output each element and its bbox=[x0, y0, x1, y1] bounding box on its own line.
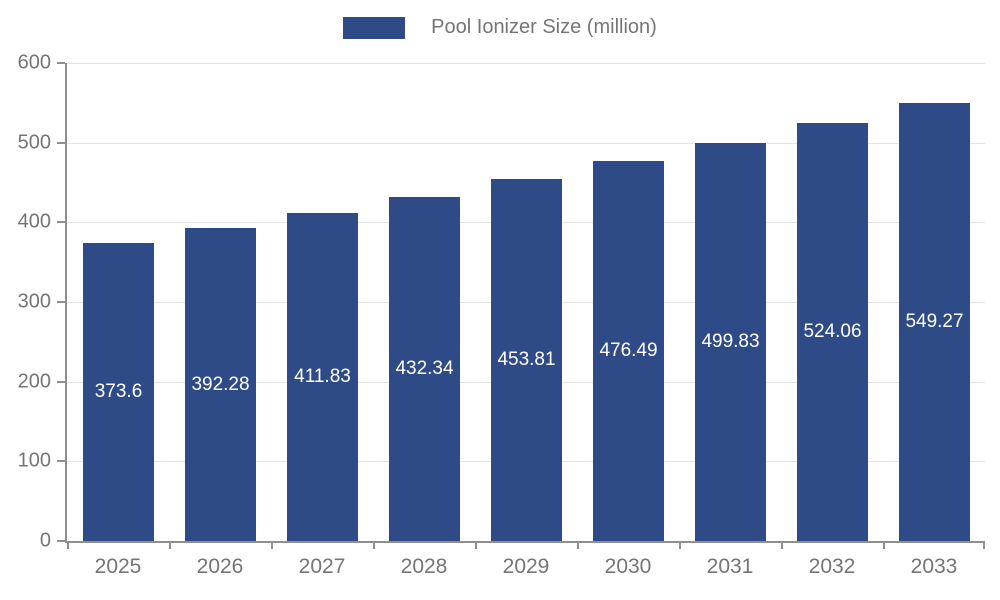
x-tick-label-2032: 2032 bbox=[808, 555, 856, 578]
bar-value-label-2030: 476.49 bbox=[599, 340, 658, 361]
bar-value-label-2032: 524.06 bbox=[803, 321, 862, 342]
y-tick-mark-400 bbox=[57, 221, 65, 224]
x-tick-label-2026: 2026 bbox=[196, 555, 244, 578]
bar-2030: 476.49 bbox=[593, 161, 664, 541]
gridline-500 bbox=[67, 142, 985, 144]
plot-area: 0 100 200 300 400 500 600 373.6 2025 392.28 2026 41… bbox=[18, 52, 985, 578]
x-tick-label-2028: 2028 bbox=[400, 555, 448, 578]
y-tick-mark-100 bbox=[57, 460, 65, 463]
y-tick-label-400: 400 bbox=[17, 210, 51, 233]
bar-2025: 373.6 bbox=[83, 243, 154, 541]
x-tick-mark-6 bbox=[679, 541, 681, 549]
bar-2029: 453.81 bbox=[491, 179, 562, 541]
y-tick-label-600: 600 bbox=[17, 51, 51, 74]
x-tick-mark-5 bbox=[577, 541, 579, 549]
x-tick-label-2027: 2027 bbox=[298, 555, 346, 578]
bar-value-label-2028: 432.34 bbox=[395, 358, 454, 379]
x-tick-mark-9 bbox=[983, 541, 985, 549]
bar-2027: 411.83 bbox=[287, 213, 358, 541]
bar-value-label-2033: 549.27 bbox=[905, 311, 964, 332]
x-tick-label-2031: 2031 bbox=[706, 555, 754, 578]
bar-2031: 499.83 bbox=[695, 143, 766, 541]
bar-value-label-2026: 392.28 bbox=[191, 373, 250, 395]
y-tick-mark-300 bbox=[57, 301, 65, 303]
bar-value-label-2031: 499.83 bbox=[701, 331, 760, 352]
y-tick-label-100: 100 bbox=[17, 449, 51, 472]
x-tick-mark-3 bbox=[373, 541, 375, 549]
legend[interactable]: Pool Ionizer Size (million) bbox=[0, 16, 1000, 39]
bar-value-label-2025: 373.6 bbox=[94, 381, 143, 402]
x-tick-mark-4 bbox=[475, 541, 477, 549]
x-tick-mark-0 bbox=[67, 541, 69, 549]
gridline-600 bbox=[67, 63, 985, 64]
y-tick-mark-0 bbox=[57, 540, 65, 542]
x-tick-mark-7 bbox=[781, 541, 783, 549]
y-tick-label-0: 0 bbox=[39, 529, 51, 552]
x-tick-label-2025: 2025 bbox=[94, 555, 142, 578]
x-tick-label-2033: 2033 bbox=[910, 555, 958, 578]
y-tick-label-200: 200 bbox=[17, 370, 51, 393]
bar-value-label-2027: 411.83 bbox=[294, 366, 351, 387]
x-tick-label-2030: 2030 bbox=[604, 555, 652, 578]
bar-2026: 392.28 bbox=[185, 228, 256, 541]
x-tick-label-2029: 2029 bbox=[502, 555, 550, 578]
y-tick-label-500: 500 bbox=[17, 131, 51, 154]
bar-2028: 432.34 bbox=[389, 197, 460, 541]
y-tick-mark-600 bbox=[57, 62, 65, 64]
legend-label: Pool Ionizer Size (million) bbox=[431, 16, 657, 38]
x-tick-mark-8 bbox=[883, 541, 885, 549]
bar-value-label-2029: 453.81 bbox=[497, 349, 556, 370]
y-tick-mark-200 bbox=[57, 380, 65, 383]
y-tick-label-300: 300 bbox=[17, 290, 51, 313]
y-tick-mark-500 bbox=[57, 141, 65, 144]
x-tick-mark-2 bbox=[271, 541, 273, 549]
legend-swatch-icon bbox=[343, 16, 406, 39]
bar-2032: 524.06 bbox=[797, 123, 868, 541]
bar-2033: 549.27 bbox=[899, 103, 970, 541]
x-tick-mark-1 bbox=[169, 541, 171, 549]
